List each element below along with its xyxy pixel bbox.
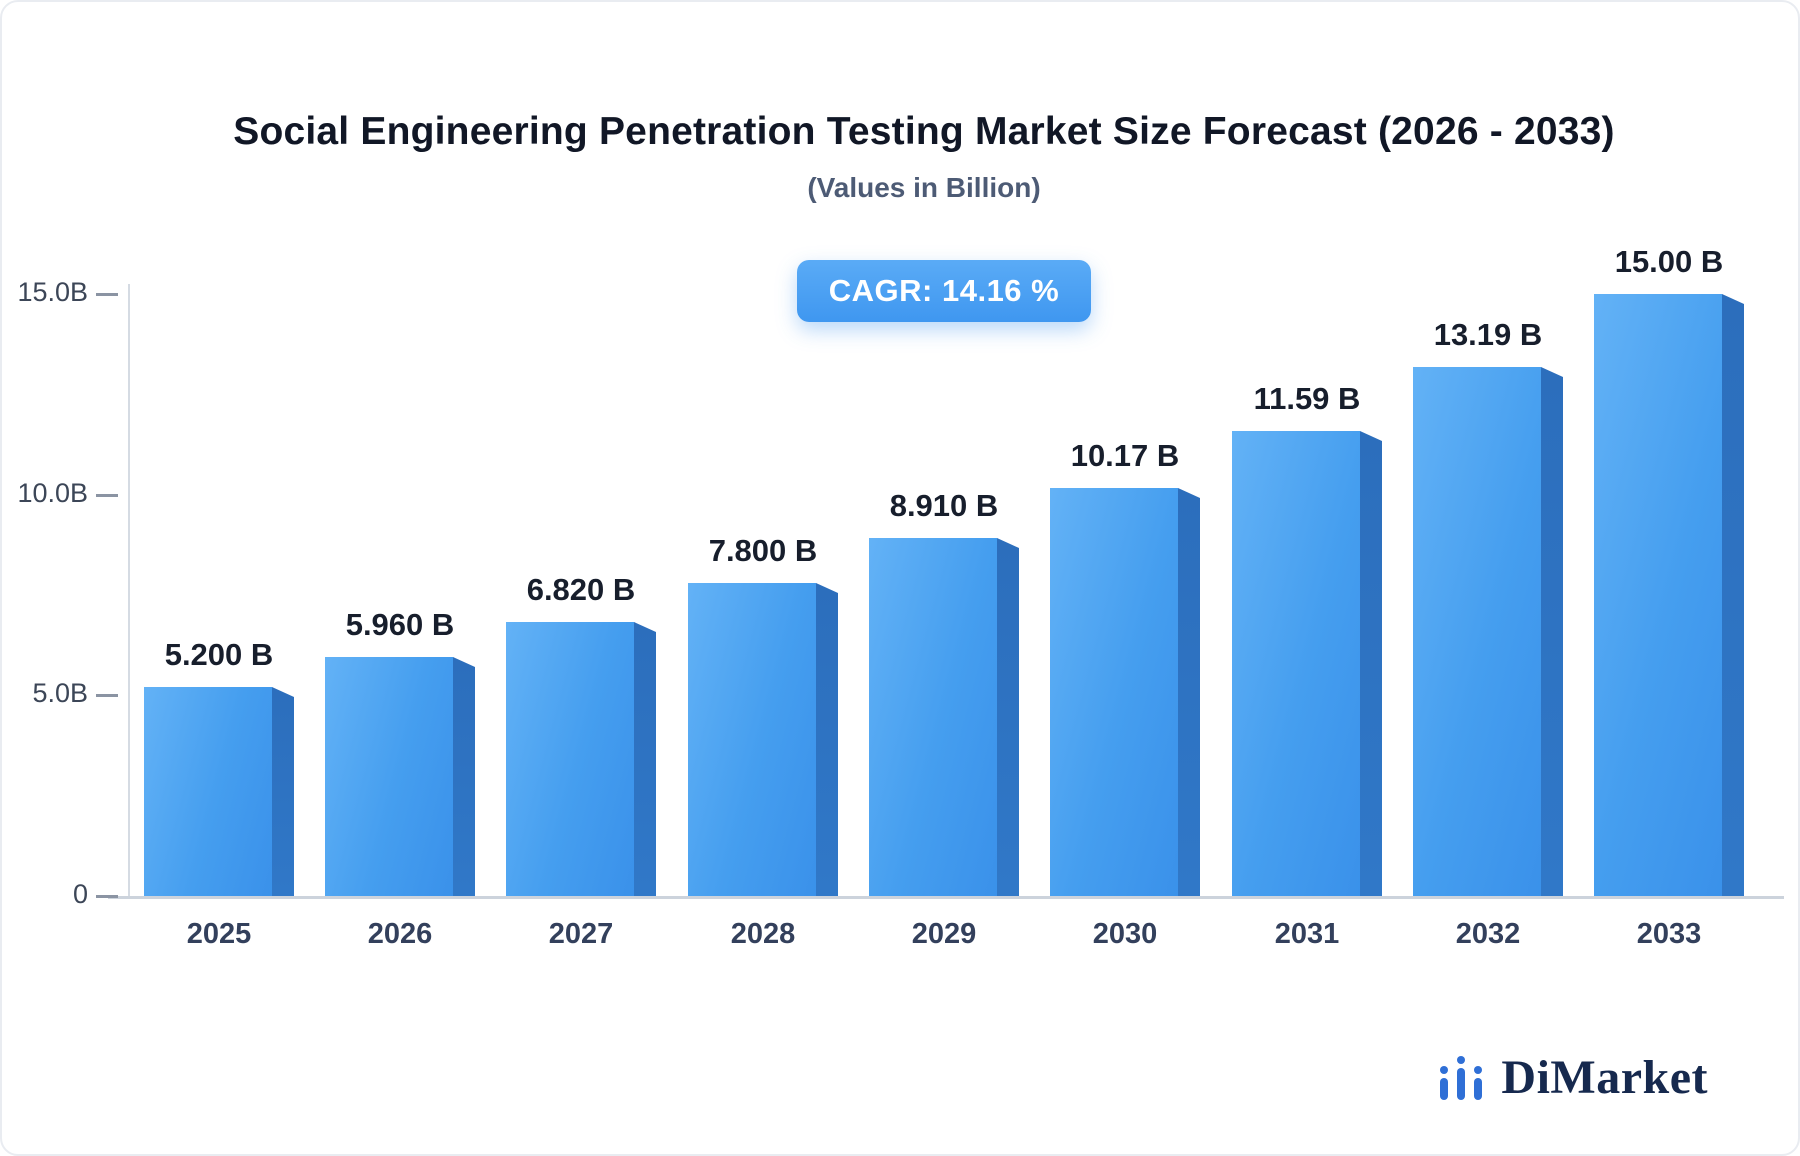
bar-2026 bbox=[325, 657, 475, 896]
bar-value-label: 13.19 B bbox=[1433, 317, 1543, 352]
y-axis-tick-label: 0 bbox=[72, 879, 88, 909]
x-axis-line bbox=[108, 896, 1784, 899]
y-axis-tick bbox=[96, 293, 118, 296]
bar-value-label: 10.17 B bbox=[1070, 438, 1180, 473]
y-axis-tick-label: 5.0B bbox=[32, 678, 88, 709]
bar-value-label: 11.59 B bbox=[1253, 381, 1361, 416]
x-axis-label: 2030 bbox=[1092, 918, 1158, 950]
bar-side-face bbox=[816, 583, 838, 896]
y-axis-tick-label: 10.0B bbox=[17, 477, 88, 508]
bar-front-face bbox=[869, 538, 997, 896]
bar-2033 bbox=[1594, 294, 1744, 896]
chart-title: Social Engineering Penetration Testing M… bbox=[233, 110, 1615, 153]
brand-name: DiMarket bbox=[1501, 1051, 1708, 1104]
y-axis-line bbox=[128, 284, 130, 896]
bar-value-label: 5.960 B bbox=[345, 607, 455, 642]
x-axis-label: 2026 bbox=[367, 918, 433, 950]
bar-front-face bbox=[688, 583, 816, 896]
y-axis-tick-label: 15.0B bbox=[17, 277, 88, 307]
bar-front-face bbox=[1594, 294, 1722, 896]
bar-value-label: 7.800 B bbox=[708, 533, 818, 568]
bar-front-face bbox=[1232, 431, 1360, 896]
x-axis-label: 2025 bbox=[186, 918, 252, 950]
cagr-badge-row: CAGR: 14.16 % bbox=[128, 260, 1760, 322]
bar-2027 bbox=[506, 622, 656, 896]
bar-side-face bbox=[1722, 294, 1744, 896]
bar-value-label: 15.00 B bbox=[1614, 244, 1724, 279]
bar-2029 bbox=[869, 538, 1019, 896]
chart-subtitle: (Values in Billion) bbox=[807, 172, 1041, 203]
bar-value-label: 5.200 B bbox=[164, 637, 274, 672]
bar-side-face bbox=[1360, 431, 1382, 896]
bar-2031 bbox=[1232, 431, 1382, 896]
x-axis-label: 2029 bbox=[911, 918, 977, 950]
x-axis-label: 2032 bbox=[1455, 918, 1521, 950]
x-axis-label: 2031 bbox=[1274, 918, 1340, 950]
bar-side-face bbox=[1178, 488, 1200, 896]
bar-front-face bbox=[325, 657, 453, 896]
x-axis-label: 2027 bbox=[548, 918, 614, 950]
bar-front-face bbox=[1413, 367, 1541, 896]
bar-front-face bbox=[144, 687, 272, 896]
bar-value-label: 6.820 B bbox=[526, 572, 636, 607]
x-axis-label: 2033 bbox=[1636, 918, 1702, 950]
y-axis-tick bbox=[96, 895, 118, 898]
bar-side-face bbox=[634, 622, 656, 896]
bar-side-face bbox=[997, 538, 1019, 896]
bar-front-face bbox=[1050, 488, 1178, 896]
brand-logo: DiMarket bbox=[1435, 1050, 1708, 1105]
bar-2032 bbox=[1413, 367, 1563, 896]
y-axis-tick bbox=[96, 694, 118, 698]
bar-2030 bbox=[1050, 488, 1200, 896]
cagr-badge: CAGR: 14.16 % bbox=[796, 260, 1092, 322]
bar-chart-icon bbox=[1440, 1055, 1483, 1100]
bar-2025 bbox=[144, 687, 294, 896]
x-axis-label: 2028 bbox=[730, 918, 796, 950]
bar-2028 bbox=[688, 583, 838, 896]
bar-side-face bbox=[1541, 367, 1563, 896]
bar-front-face bbox=[506, 622, 634, 896]
bar-value-label: 8.910 B bbox=[889, 488, 999, 523]
bar-side-face bbox=[453, 657, 475, 896]
y-axis-tick bbox=[96, 493, 118, 497]
bar-side-face bbox=[272, 687, 294, 896]
